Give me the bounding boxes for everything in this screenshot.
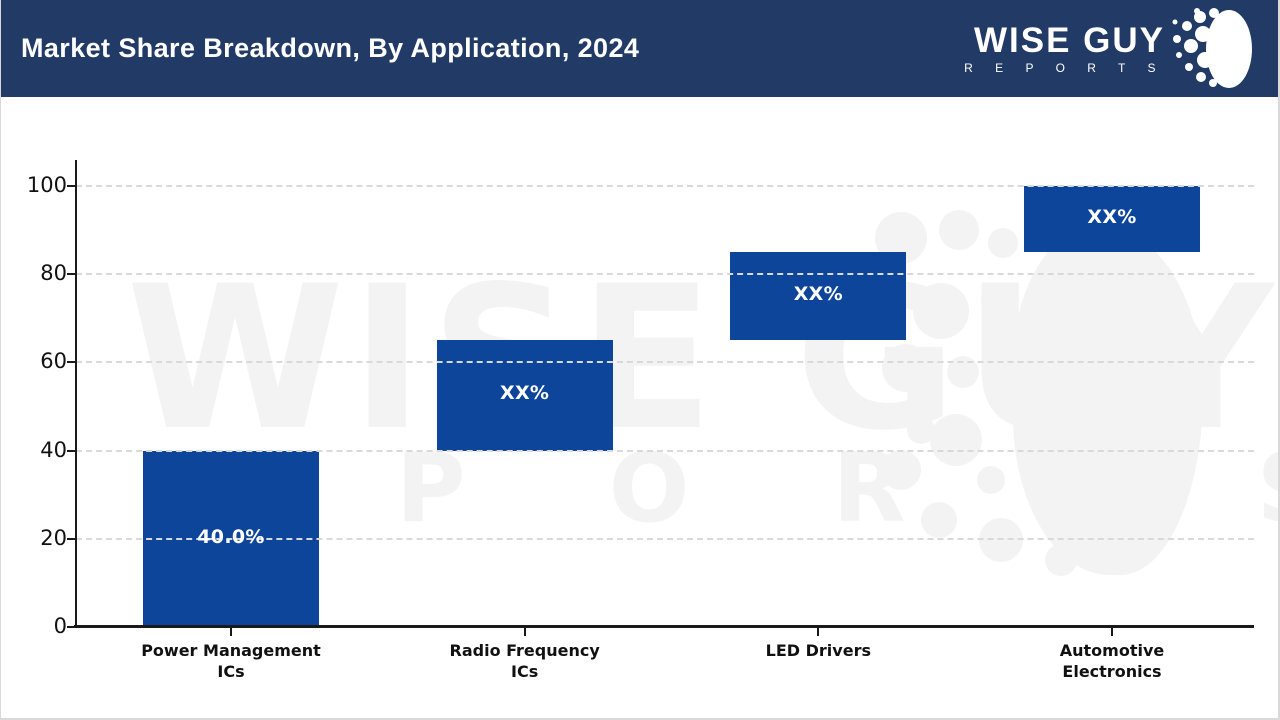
y-tick-label: 40 <box>40 437 67 462</box>
bar-value-label: XX% <box>500 382 550 405</box>
y-tick-label: 100 <box>26 173 67 197</box>
logo-wordmark: WISE GUY <box>973 20 1165 60</box>
y-tick <box>67 626 77 628</box>
y-tick-label: 0 <box>53 614 67 638</box>
x-tick <box>230 628 232 636</box>
gridline <box>76 449 1254 452</box>
x-category-label: Power Management ICs <box>141 641 321 681</box>
bar-chart: WISE GUY P O R T S 02040608010040.0%XX%X… <box>1 97 1278 718</box>
bar-value-label: XX% <box>1087 206 1137 229</box>
y-tick <box>67 449 77 452</box>
y-axis-line <box>75 160 77 627</box>
bar <box>436 340 613 451</box>
x-category-label: LED Drivers <box>765 641 871 660</box>
y-tick-label: 80 <box>40 261 67 286</box>
logo-subtitle: R E P O R T S <box>964 60 1165 75</box>
logo-face-icon <box>1172 7 1252 88</box>
wise-guy-logo: WISE GUY R E P O R T S <box>964 7 1253 90</box>
x-tick <box>817 628 820 636</box>
x-category-label: Radio Frequency ICs <box>449 641 600 681</box>
gridline <box>76 273 1254 276</box>
x-axis-line <box>74 625 1254 628</box>
bar <box>1024 186 1200 253</box>
y-tick <box>67 361 77 364</box>
bar-value-label: 40.0% <box>197 525 265 548</box>
bar <box>730 252 907 341</box>
y-tick-label: 60 <box>40 349 67 374</box>
logo-text: WISE GUY R E P O R T S <box>964 23 1165 75</box>
gridline <box>76 361 1254 364</box>
x-tick <box>523 628 526 636</box>
header: Market Share Breakdown, By Application, … <box>1 0 1278 97</box>
y-tick <box>67 273 77 276</box>
y-tick <box>67 537 77 540</box>
gridline <box>76 537 1254 540</box>
y-tick <box>67 185 77 187</box>
x-category-label: Automotive Electronics <box>1059 641 1165 681</box>
bar-value-label: XX% <box>793 283 843 306</box>
x-tick <box>1111 628 1113 636</box>
gridline <box>76 185 1254 187</box>
page-title: Market Share Breakdown, By Application, … <box>21 33 640 63</box>
y-tick-label: 20 <box>40 525 67 550</box>
